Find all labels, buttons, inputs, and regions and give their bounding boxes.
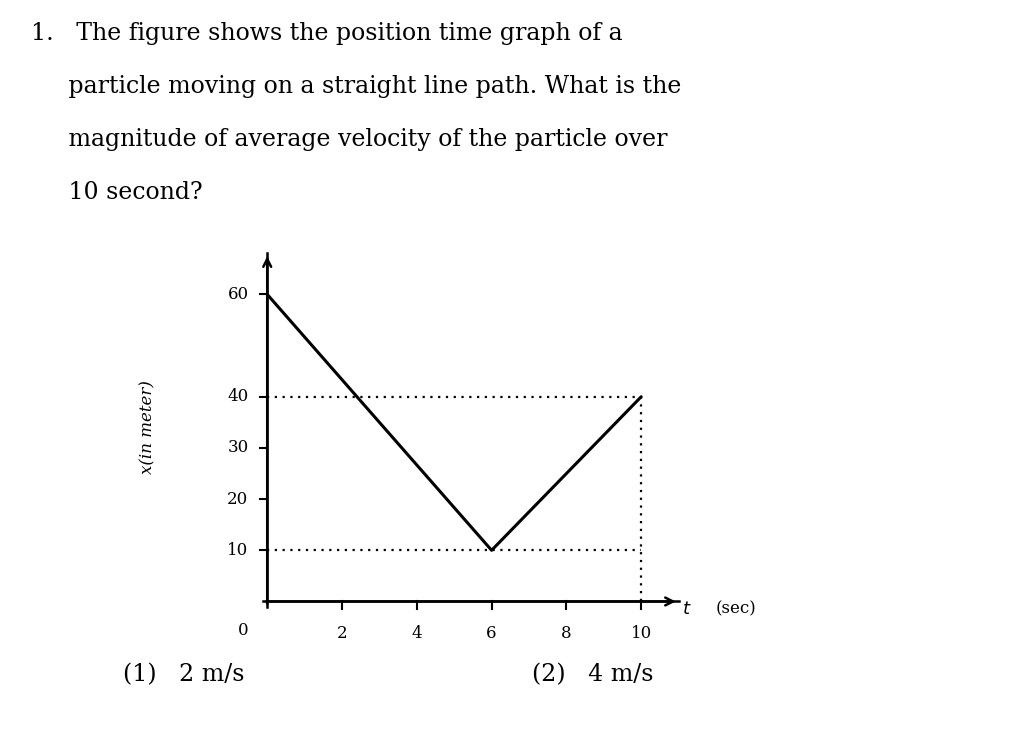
Text: x(in meter): x(in meter) bbox=[139, 380, 156, 475]
Text: (1)   2 m/s: (1) 2 m/s bbox=[123, 663, 245, 686]
Text: 30: 30 bbox=[227, 439, 249, 456]
Text: (2)   4 m/s: (2) 4 m/s bbox=[532, 663, 654, 686]
Text: 10: 10 bbox=[631, 624, 652, 641]
Text: magnitude of average velocity of the particle over: magnitude of average velocity of the par… bbox=[31, 128, 668, 151]
Text: 1.   The figure shows the position time graph of a: 1. The figure shows the position time gr… bbox=[31, 22, 623, 45]
Text: 20: 20 bbox=[227, 491, 249, 508]
Text: 8: 8 bbox=[561, 624, 571, 641]
Text: 10: 10 bbox=[227, 542, 249, 559]
Text: 0: 0 bbox=[238, 622, 249, 639]
Text: particle moving on a straight line path. What is the: particle moving on a straight line path.… bbox=[31, 75, 681, 98]
Text: 2: 2 bbox=[337, 624, 347, 641]
Text: $t$: $t$ bbox=[682, 600, 692, 618]
Text: 6: 6 bbox=[486, 624, 497, 641]
Text: (sec): (sec) bbox=[716, 601, 757, 618]
Text: 40: 40 bbox=[227, 388, 249, 405]
Text: 60: 60 bbox=[227, 286, 249, 303]
Text: 4: 4 bbox=[412, 624, 422, 641]
Text: 10 second?: 10 second? bbox=[31, 181, 203, 204]
